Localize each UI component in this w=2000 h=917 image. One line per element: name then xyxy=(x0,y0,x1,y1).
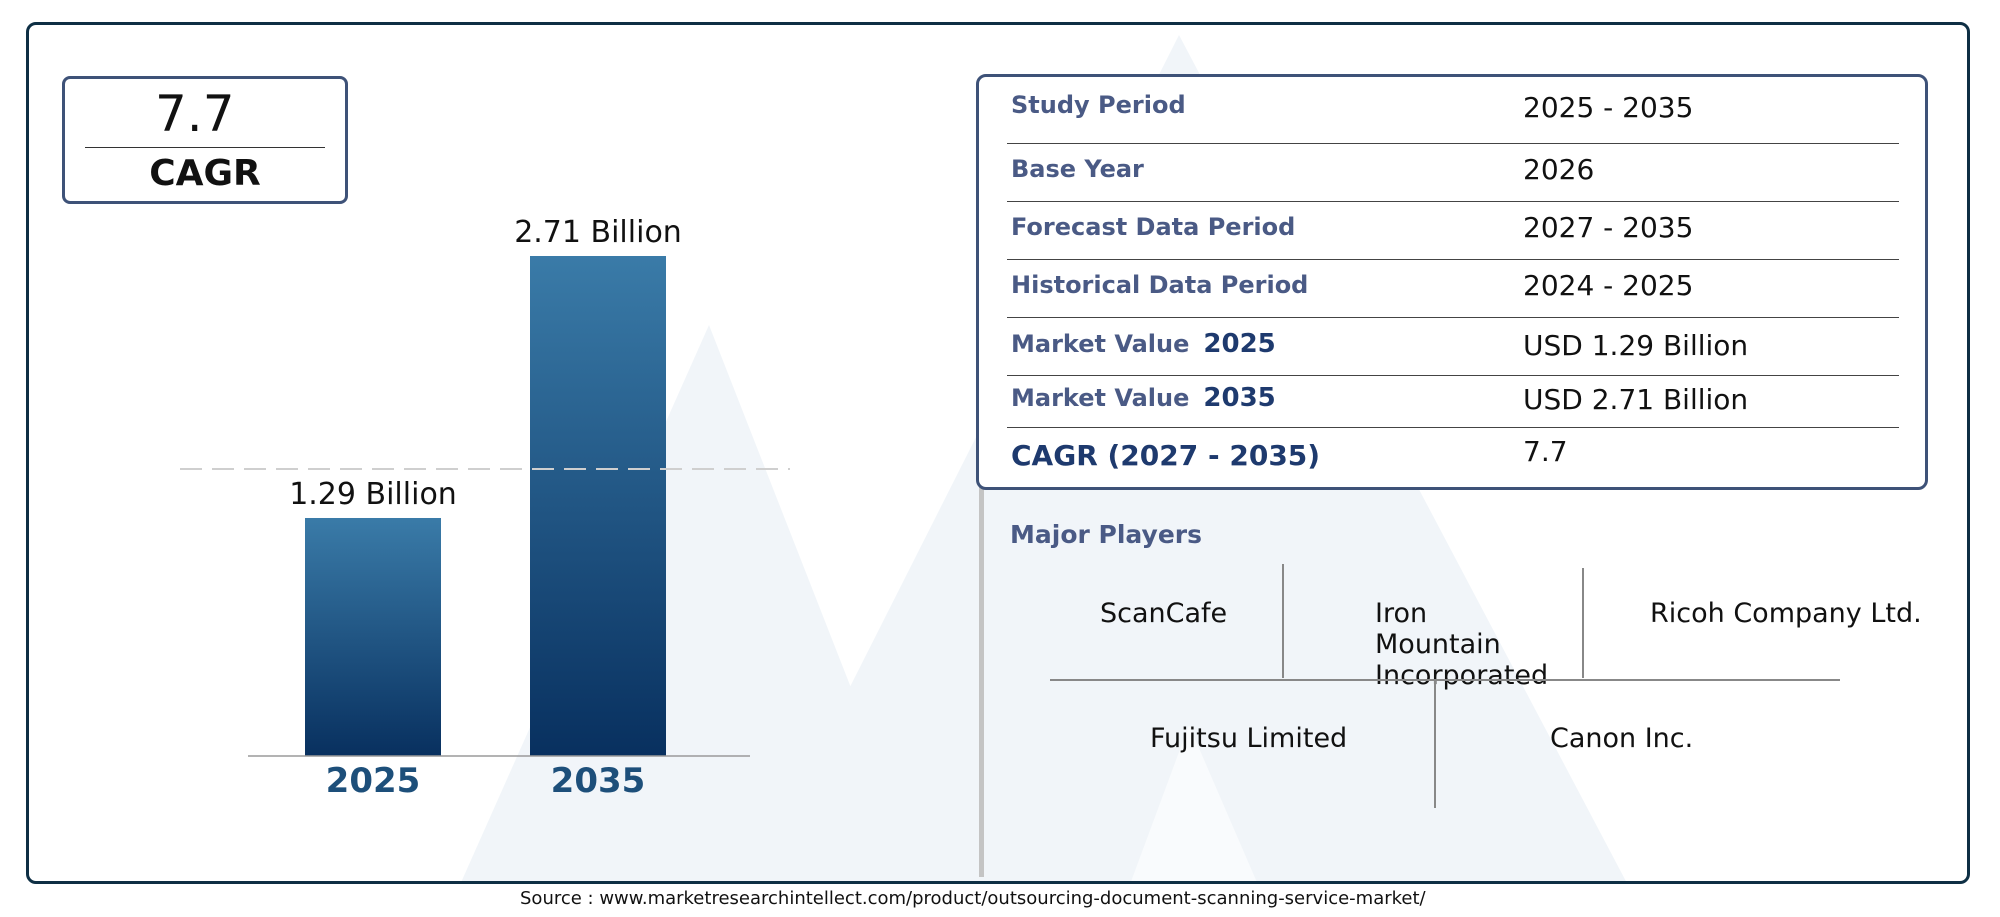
row-value: 7.7 xyxy=(1523,435,1568,468)
bar-2025 xyxy=(305,517,441,756)
player-fujitsu: Fujitsu Limited xyxy=(1150,723,1348,754)
player-scancafe: ScanCafe xyxy=(1100,598,1228,629)
bar-chart: 1.29 Billion 2025 2.71 Billion 2035 xyxy=(180,215,790,801)
bar-2035 xyxy=(530,256,666,756)
player-iron-mountain: Iron Mountain Incorporated xyxy=(1375,598,1549,691)
source-text: Source : www.marketresearchintellect.com… xyxy=(520,888,1426,909)
row-label: Market Value 2025 xyxy=(1011,329,1276,359)
market-summary-table: Study Period 2025 - 2035 Base Year 2026 … xyxy=(976,74,1928,490)
players-divider xyxy=(1050,679,1840,681)
row-value: 2027 - 2035 xyxy=(1523,211,1694,244)
row-label-year: 2025 xyxy=(1203,329,1276,359)
players-divider xyxy=(1434,680,1436,808)
table-row: CAGR (2027 - 2035) 7.7 xyxy=(1007,427,1899,485)
row-label-text: Market Value xyxy=(1011,330,1190,358)
cagr-divider xyxy=(85,147,325,148)
row-label: Forecast Data Period xyxy=(1011,213,1296,241)
row-label: Study Period xyxy=(1011,91,1186,119)
row-label: CAGR (2027 - 2035) xyxy=(1011,439,1321,472)
table-row: Historical Data Period 2024 - 2025 xyxy=(1007,259,1899,318)
row-label: Base Year xyxy=(1011,155,1144,183)
cagr-box: 7.7 CAGR xyxy=(62,76,348,204)
row-value: 2025 - 2035 xyxy=(1523,91,1694,124)
row-value: USD 1.29 Billion xyxy=(1523,329,1749,362)
cagr-label: CAGR xyxy=(149,153,261,194)
row-value: 2026 xyxy=(1523,153,1595,186)
cagr-value: 7.7 xyxy=(155,85,235,143)
row-label-year: 2035 xyxy=(1203,383,1276,413)
row-label: Historical Data Period xyxy=(1011,271,1309,299)
players-divider xyxy=(1582,568,1584,678)
category-label: 2025 xyxy=(326,761,421,801)
row-value: 2024 - 2025 xyxy=(1523,269,1694,302)
row-value: USD 2.71 Billion xyxy=(1523,383,1749,416)
table-row: Market Value 2035 USD 2.71 Billion xyxy=(1007,375,1899,428)
table-row: Study Period 2025 - 2035 xyxy=(1007,77,1899,144)
table-row: Market Value 2025 USD 1.29 Billion xyxy=(1007,317,1899,376)
bar-value-label: 2.71 Billion xyxy=(514,215,682,250)
bar-value-label: 1.29 Billion xyxy=(289,477,457,512)
major-players-title: Major Players xyxy=(1010,520,1202,549)
players-divider xyxy=(1282,564,1284,678)
table-row: Base Year 2026 xyxy=(1007,143,1899,202)
table-row: Forecast Data Period 2027 - 2035 xyxy=(1007,201,1899,260)
player-canon: Canon Inc. xyxy=(1550,723,1694,754)
category-label: 2035 xyxy=(551,761,646,801)
row-label: Market Value 2035 xyxy=(1011,383,1276,413)
player-ricoh: Ricoh Company Ltd. xyxy=(1650,598,1922,629)
row-label-text: Market Value xyxy=(1011,384,1190,412)
